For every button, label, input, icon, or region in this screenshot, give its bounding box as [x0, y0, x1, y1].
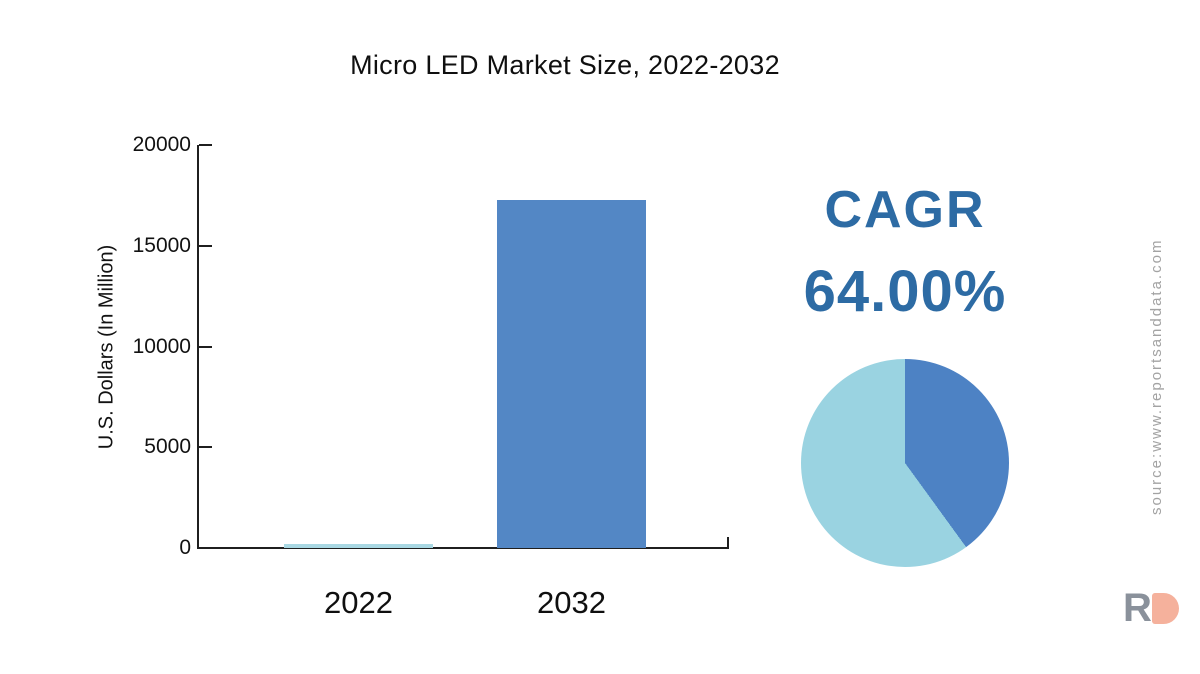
- cagr-value: 64.00%: [803, 259, 1007, 324]
- bar: [284, 543, 433, 548]
- y-tick-label: 0: [179, 536, 191, 559]
- y-tick-mark: [199, 446, 212, 449]
- pie-chart: [801, 359, 1009, 567]
- x-tick-label: 2022: [324, 585, 393, 620]
- source-watermark: source:www.reportsanddata.com: [1148, 238, 1165, 515]
- cagr-label: CAGR: [824, 181, 986, 239]
- y-axis-line: [197, 145, 199, 549]
- reports-and-data-logo: R: [1123, 586, 1179, 630]
- x-axis-end-tick: [727, 537, 729, 548]
- x-axis-line: [197, 547, 729, 549]
- y-tick-label: 10000: [132, 334, 191, 358]
- chart-title: Micro LED Market Size, 2022-2032: [350, 50, 780, 80]
- logo-letter-r: R: [1123, 586, 1152, 630]
- y-tick-label: 15000: [132, 233, 191, 257]
- y-tick-mark: [199, 244, 212, 247]
- y-tick-mark: [199, 345, 212, 348]
- bar: [497, 200, 646, 548]
- logo-d-shape-icon: [1151, 592, 1179, 624]
- y-tick-label: 5000: [144, 435, 191, 459]
- x-tick-label: 2032: [537, 585, 606, 620]
- y-tick-label: 20000: [132, 133, 191, 156]
- y-tick-mark: [199, 144, 212, 146]
